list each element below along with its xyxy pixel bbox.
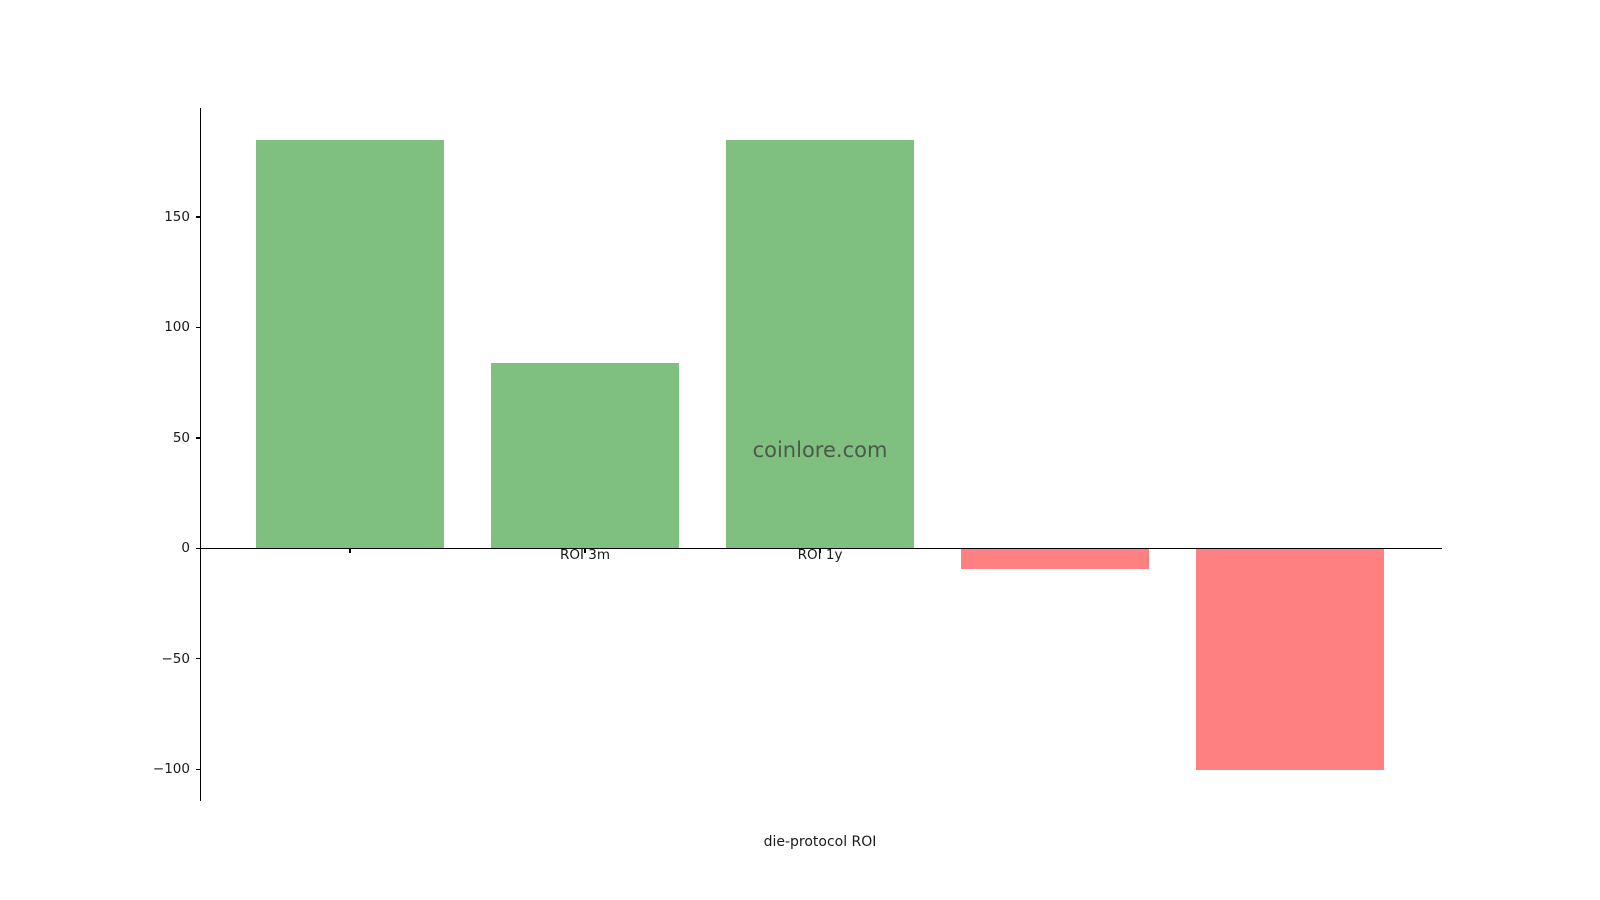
x-tick-mark [584, 548, 586, 553]
y-tick-label: −50 [161, 650, 191, 667]
bar [726, 139, 914, 549]
bar [961, 549, 1149, 569]
y-tick-label: 100 [164, 319, 190, 336]
y-tick-label: 0 [181, 540, 190, 557]
y-tick-mark [195, 658, 200, 660]
bar [1196, 549, 1384, 771]
y-tick-mark [195, 216, 200, 218]
x-tick-label: ROI 3m [559, 547, 611, 564]
watermark-text: coinlore.com [752, 438, 888, 462]
x-tick-mark [819, 548, 821, 553]
x-tick-mark [349, 548, 351, 553]
y-axis-line [200, 108, 201, 801]
y-tick-label: 50 [172, 429, 190, 446]
bar [256, 139, 444, 549]
bar [491, 362, 679, 549]
y-tick-mark [195, 326, 200, 329]
x-axis-title: die-protocol ROI [763, 834, 877, 850]
y-tick-mark [195, 547, 200, 549]
y-tick-label: 150 [164, 208, 190, 225]
x-tick-label: ROI 1y [797, 547, 843, 564]
y-tick-mark [195, 768, 200, 770]
x-axis-zero-line [200, 547, 1442, 550]
y-tick-label: −100 [152, 761, 190, 778]
y-tick-mark [195, 437, 200, 439]
